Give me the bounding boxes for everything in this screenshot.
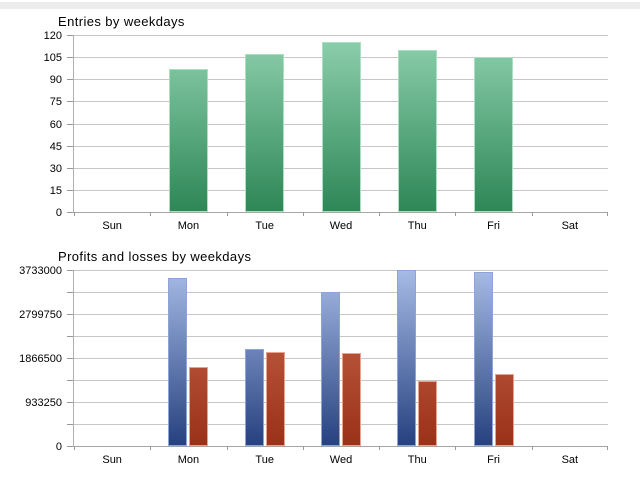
entries-x-label-sun: Sun	[102, 220, 122, 232]
profits-bar-thu-profits	[397, 270, 417, 446]
entries-x-axis-tick	[455, 212, 456, 216]
profits-x-label-mon: Mon	[177, 454, 200, 466]
profits-x-label-sat: Sat	[561, 454, 579, 466]
entries-x-axis-tick	[303, 212, 304, 216]
entries-y-axis-tick	[67, 168, 73, 169]
profits-y-axis-label: 3733000	[19, 264, 62, 277]
profits-bar-mon-losses	[189, 367, 209, 446]
profits-bar-tue-losses	[265, 352, 285, 446]
profits-chart-title: Profits and losses by weekdays	[58, 249, 252, 264]
profits-bar-wed-losses	[342, 353, 361, 446]
profits-gridline	[74, 402, 608, 403]
entries-x-label-sat: Sat	[561, 220, 579, 232]
entries-bar-thu-entries	[397, 50, 437, 212]
entries-x-label-fri: Fri	[487, 220, 500, 232]
entries-bar-wed-entries	[321, 42, 361, 212]
profits-bar-tue-profits	[244, 349, 264, 446]
entries-y-axis-label: 0	[55, 206, 62, 219]
entries-y-axis-label: 30	[49, 162, 62, 175]
entries-bar-mon-entries	[168, 69, 208, 212]
entries-x-axis-tick	[532, 212, 533, 216]
entries-y-axis-label: 15	[49, 184, 62, 197]
entries-x-axis-tick	[227, 212, 228, 216]
profits-gridline	[74, 292, 608, 293]
profits-bar-wed-profits	[321, 292, 340, 446]
profits-y-axis-tick	[67, 446, 73, 447]
entries-bar-fri-entries	[474, 57, 514, 212]
entries-y-axis-label: 105	[43, 51, 62, 64]
profits-x-axis-tick	[227, 446, 228, 450]
profits-y-axis-tick	[67, 292, 73, 293]
profits-gridline	[74, 358, 608, 359]
profits-x-label-fri: Fri	[487, 454, 500, 466]
profits-y-axis-label: 1866500	[19, 352, 62, 365]
entries-y-axis-tick	[67, 212, 73, 213]
profits-x-axis-tick	[74, 446, 75, 450]
profits-bar-fri-profits	[473, 272, 493, 446]
profits-y-axis-tick	[67, 380, 73, 381]
profits-x-axis-tick	[150, 446, 151, 450]
profits-gridline	[74, 380, 608, 381]
entries-y-axis-label: 75	[49, 95, 62, 108]
profits-bar-mon-profits	[168, 278, 188, 446]
entries-chart-title: Entries by weekdays	[58, 14, 185, 29]
entries-y-axis-label: 60	[49, 118, 62, 131]
profits-gridline	[74, 336, 608, 337]
entries-y-axis-label: 120	[43, 29, 62, 42]
entries-x-axis-tick	[379, 212, 380, 216]
profits-x-label-thu: Thu	[407, 454, 427, 466]
entries-x-label-thu: Thu	[407, 220, 427, 232]
entries-y-axis-label: 45	[49, 140, 62, 153]
profits-y-axis-tick	[67, 336, 73, 337]
entries-x-axis-tick	[607, 212, 608, 216]
entries-y-axis-label: 90	[49, 73, 62, 86]
profits-gridline	[74, 314, 608, 315]
entries-x-axis-tick	[150, 212, 151, 216]
profits-x-axis-tick	[607, 446, 608, 450]
profits-y-axis-label: 0	[55, 440, 62, 453]
profits-chart-plot-area: 0 933250 1866500 2799750 3733000 Sun Mon Tue Wed…	[19, 265, 608, 466]
entries-y-axis-tick	[67, 124, 73, 125]
profits-y-axis-label: 2799750	[19, 308, 62, 321]
profits-y-axis-tick	[67, 270, 73, 271]
entries-y-axis-tick	[67, 190, 73, 191]
profits-y-axis-label: 933250	[25, 396, 62, 409]
entries-y-axis-tick	[67, 79, 73, 80]
profits-y-axis-tick	[67, 402, 73, 403]
entries-x-label-mon: Mon	[177, 220, 200, 232]
profits-x-label-tue: Tue	[255, 454, 274, 466]
profits-gridline	[74, 270, 608, 271]
profits-y-axis-tick	[67, 358, 73, 359]
profits-x-label-wed: Wed	[329, 454, 353, 466]
entries-x-axis-tick	[74, 212, 75, 216]
profits-x-axis-tick	[379, 446, 380, 450]
entries-x-label-wed: Wed	[329, 220, 353, 232]
entries-gridline	[74, 35, 608, 36]
profits-bar-fri-losses	[494, 374, 514, 446]
entries-y-axis-tick	[67, 146, 73, 147]
entries-chart-plot-area: 0 15 30 45 60 75 90 105 120 Sun Mon Tue Wed Thu Fri Sat	[44, 30, 608, 232]
entries-y-axis-tick	[67, 35, 73, 36]
window-top-strip	[0, 2, 640, 9]
entries-x-label-tue: Tue	[255, 220, 274, 232]
entries-bar-tue-entries	[245, 54, 285, 212]
profits-gridline	[74, 424, 608, 425]
entries-y-axis-tick	[67, 101, 73, 102]
profits-x-label-sun: Sun	[102, 454, 122, 466]
entries-y-axis-tick	[67, 57, 73, 58]
profits-bar-thu-losses	[418, 381, 438, 446]
profits-x-axis-tick	[532, 446, 533, 450]
profits-x-axis-tick	[303, 446, 304, 450]
profits-y-axis-tick	[67, 314, 73, 315]
profits-y-axis-tick	[67, 424, 73, 425]
profits-x-axis-tick	[455, 446, 456, 450]
